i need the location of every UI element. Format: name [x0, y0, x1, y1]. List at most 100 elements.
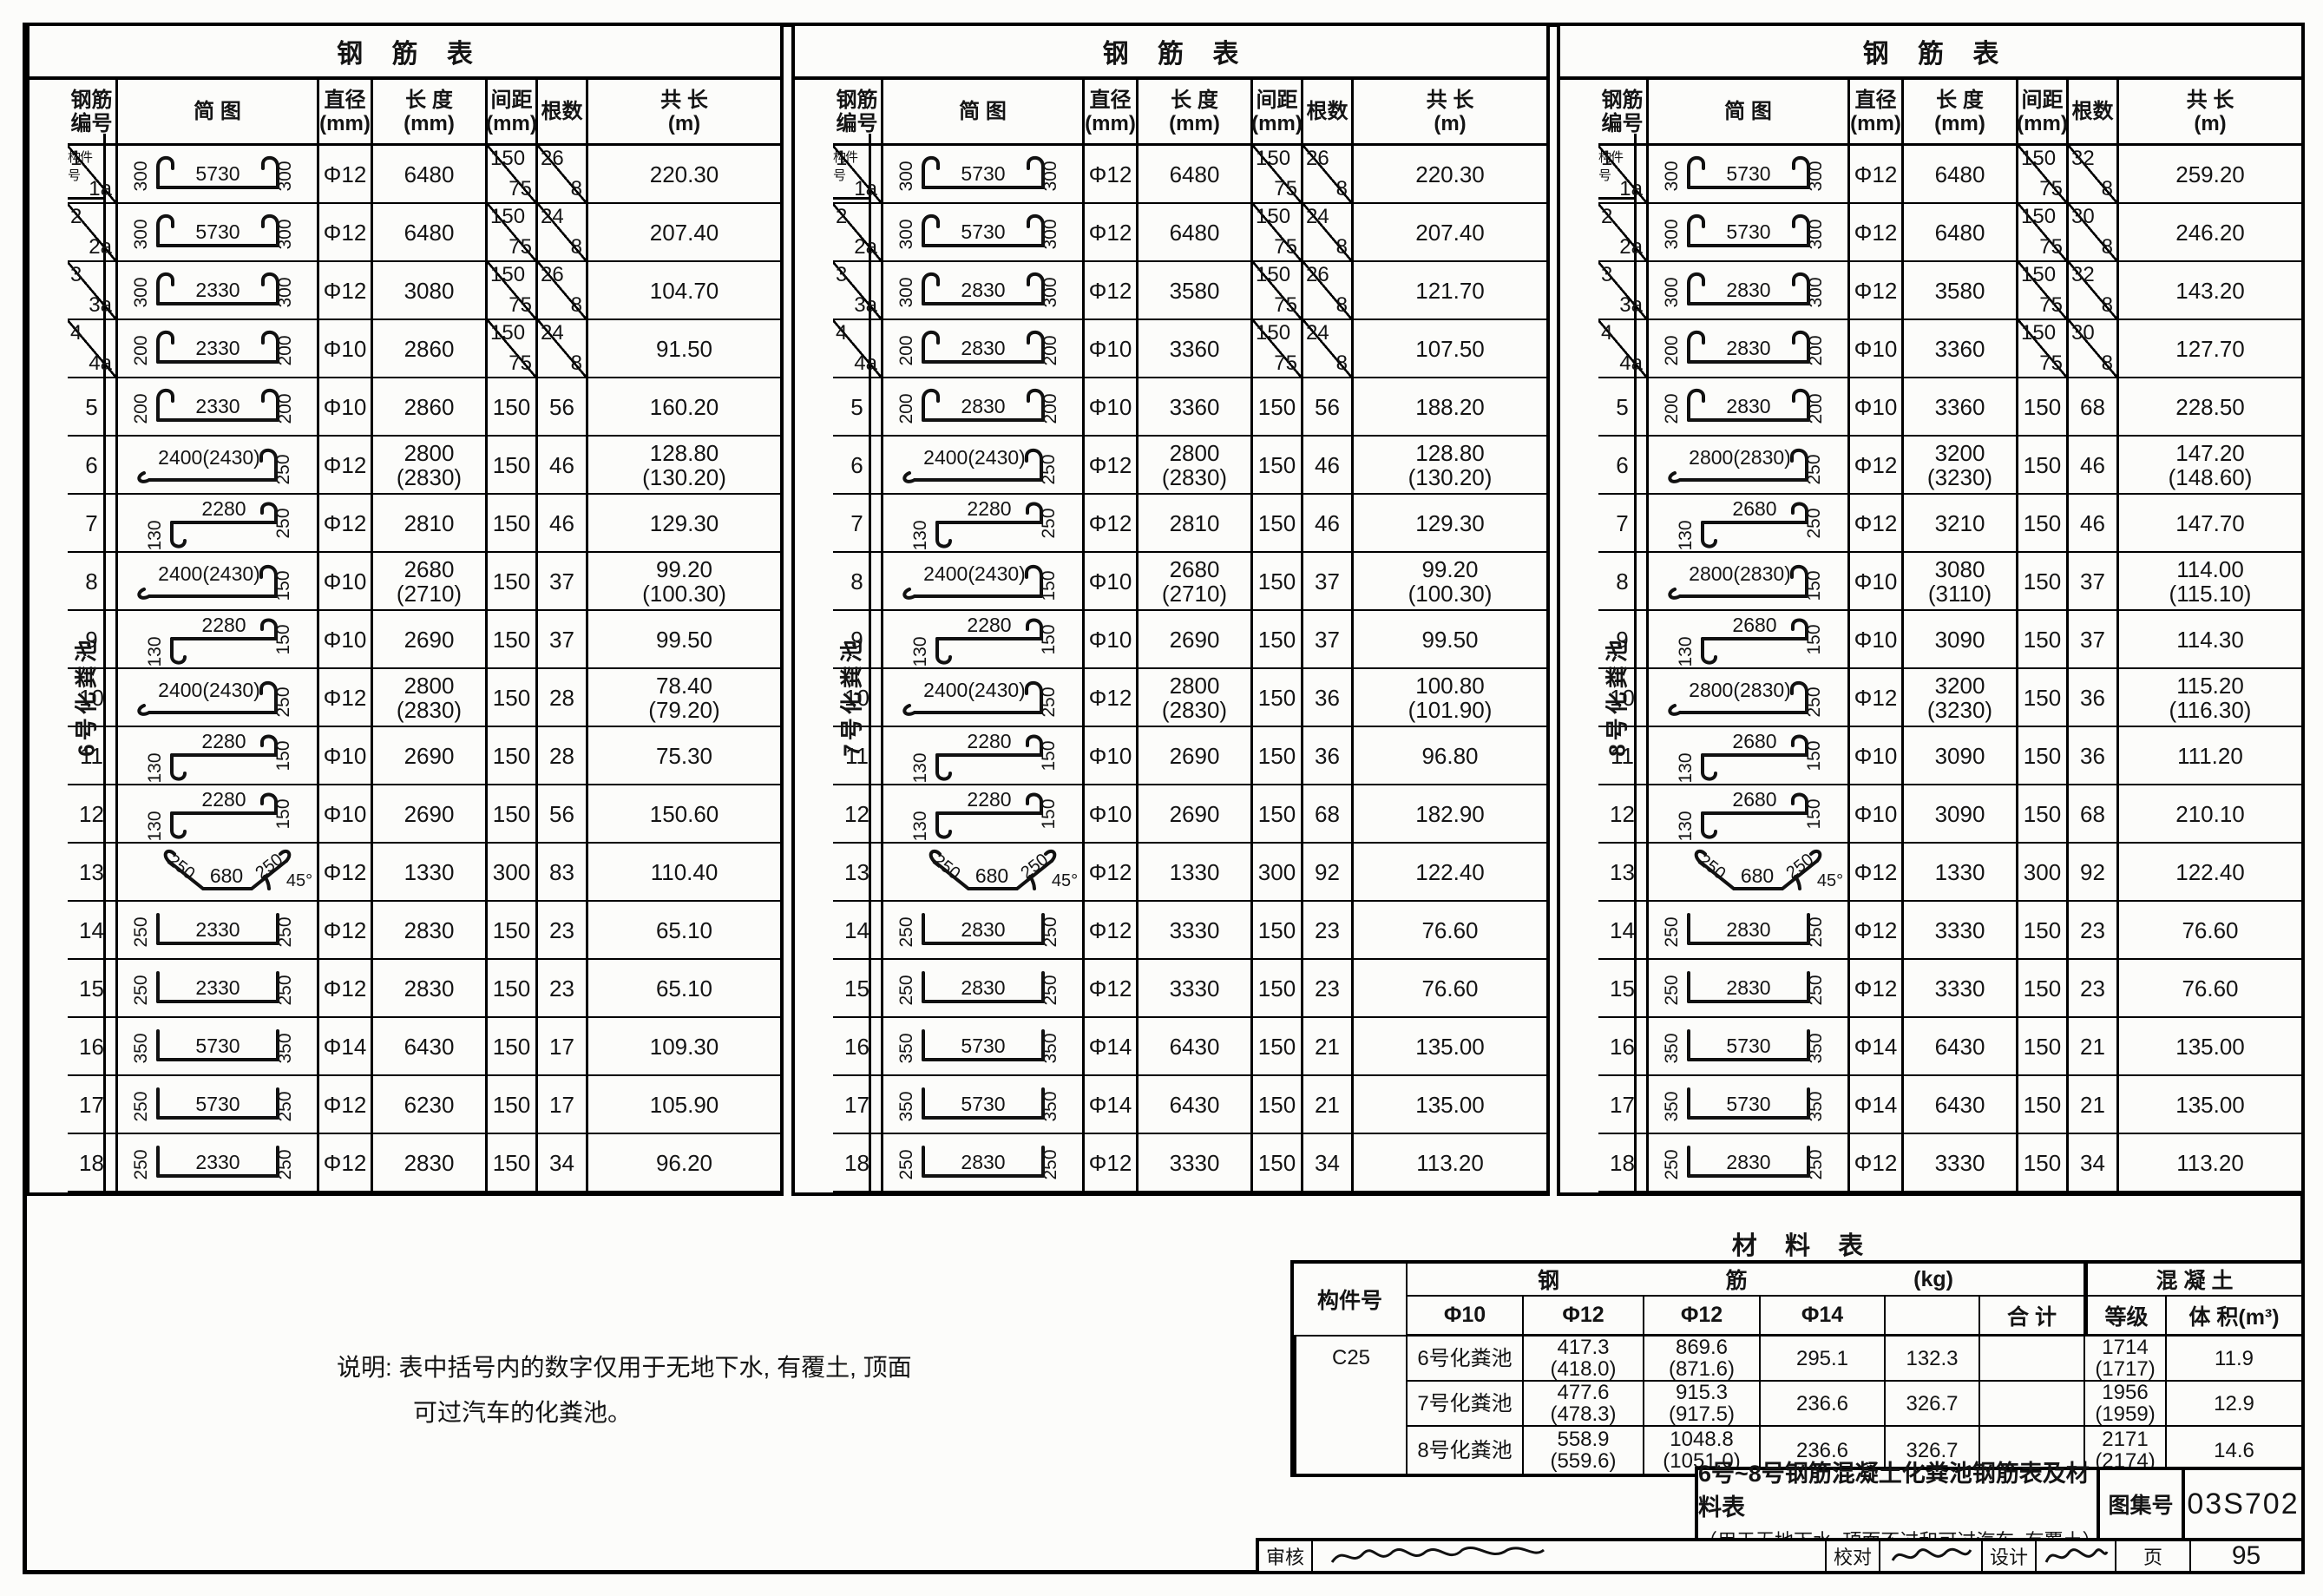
svg-text:250: 250: [131, 975, 151, 1005]
bar-diagram: 2280 130 150: [883, 727, 1085, 785]
svg-text:250: 250: [1806, 975, 1826, 1005]
svg-text:200: 200: [1806, 335, 1826, 365]
bar-length: 2690: [373, 611, 488, 669]
bar-length: 6430: [373, 1018, 488, 1076]
reviewer-signature: [1313, 1541, 1827, 1571]
bar-length: 2800 (2830): [1139, 437, 1253, 495]
svg-text:130: 130: [1676, 636, 1696, 667]
svg-text:2830: 2830: [1726, 1151, 1770, 1173]
svg-text:300: 300: [1040, 219, 1060, 249]
bar-count: 26 8: [538, 262, 588, 320]
bar-spacing: 150: [1253, 785, 1303, 844]
bar-count: 26 8: [1303, 146, 1354, 204]
bar-spacing: 150: [1253, 611, 1303, 669]
rebar-shape-l-hook: 2400(2430) 250: [902, 446, 1059, 484]
rebar-shape-z-hook: 2280 130 150: [145, 614, 293, 667]
bar-total-length: 129.30: [588, 495, 780, 553]
bar-diameter: Φ12: [1850, 495, 1904, 553]
table-title: 钢 筋 表: [795, 26, 1546, 80]
bar-length: 2810: [373, 495, 488, 553]
svg-text:2280: 2280: [967, 614, 1011, 636]
bar-spacing: 300: [488, 844, 538, 902]
bar-id: 8: [68, 553, 118, 611]
bar-total-length: 160.20: [588, 378, 780, 437]
svg-text:2330: 2330: [195, 395, 240, 417]
bar-spacing: 150 75: [488, 146, 538, 204]
svg-text:2330: 2330: [195, 976, 240, 999]
svg-text:150: 150: [1804, 798, 1824, 829]
svg-text:250: 250: [896, 916, 916, 947]
svg-text:5730: 5730: [961, 1093, 1005, 1115]
bar-diameter: Φ12: [319, 1134, 373, 1192]
bar-diameter: Φ10: [319, 785, 373, 844]
bar-count: 23: [1303, 902, 1354, 960]
bar-total-length: 259.20: [2119, 146, 2301, 204]
bar-spacing: 150: [2018, 495, 2069, 553]
bar-length: 3330: [1904, 902, 2018, 960]
bar-total-length: 104.70: [588, 262, 780, 320]
table-title: 钢 筋 表: [30, 26, 780, 80]
bar-length: 1330: [373, 844, 488, 902]
svg-text:350: 350: [1806, 1033, 1826, 1063]
svg-text:5730: 5730: [195, 1093, 240, 1115]
bar-length: 6430: [1904, 1076, 2018, 1134]
svg-text:130: 130: [1676, 520, 1696, 550]
bar-spacing: 150 75: [2018, 204, 2069, 262]
bar-count: 21: [1303, 1018, 1354, 1076]
bar-diagram: 680 250 250 45°: [1649, 844, 1850, 902]
bar-spacing: 150: [1253, 553, 1303, 611]
bar-diameter: Φ12: [319, 204, 373, 262]
svg-text:2830: 2830: [961, 918, 1005, 941]
bar-count: 24 8: [1303, 320, 1354, 378]
bar-diagram: 2830 200 200: [1649, 320, 1850, 378]
bar-length: 1330: [1904, 844, 2018, 902]
bar-length: 3330: [1139, 902, 1253, 960]
bar-spacing: 150 75: [2018, 262, 2069, 320]
svg-text:45°: 45°: [1051, 871, 1077, 890]
bar-length: 3330: [1139, 960, 1253, 1018]
svg-text:250: 250: [1040, 1149, 1060, 1179]
svg-text:300: 300: [896, 277, 916, 307]
bar-id: 7: [833, 495, 883, 553]
bar-length: 2810: [1139, 495, 1253, 553]
bar-id: 11: [1598, 727, 1649, 785]
svg-text:300: 300: [131, 219, 151, 249]
bar-length: 3360: [1139, 320, 1253, 378]
svg-text:2280: 2280: [967, 730, 1011, 752]
svg-text:2330: 2330: [195, 279, 240, 301]
bar-length: 6230: [373, 1076, 488, 1134]
bar-id: 3 3a: [68, 262, 118, 320]
bar-count: 83: [538, 844, 588, 902]
rebar-shape-u-hook: 5730 300 300: [1662, 213, 1826, 249]
column-header: 根数: [538, 80, 588, 146]
bar-diameter: Φ12: [1850, 844, 1904, 902]
bar-id: 5: [833, 378, 883, 437]
svg-text:200: 200: [896, 393, 916, 424]
bar-diameter: Φ12: [1085, 495, 1139, 553]
bar-count: 46: [2069, 495, 2119, 553]
bar-id: 5: [68, 378, 118, 437]
svg-text:130: 130: [1676, 752, 1696, 783]
bar-diameter: Φ12: [1850, 262, 1904, 320]
bar-id: 18: [1598, 1134, 1649, 1192]
rebar-shape-u-hook: 5730 300 300: [131, 155, 295, 191]
bar-spacing: 150: [488, 785, 538, 844]
bar-diagram: 5730 300 300: [118, 146, 319, 204]
signature-stroke: [1330, 1547, 1545, 1563]
bar-length: 6430: [1904, 1018, 2018, 1076]
bar-diameter: Φ12: [1085, 902, 1139, 960]
bar-diameter: Φ12: [1850, 437, 1904, 495]
bar-id: 14: [1598, 902, 1649, 960]
bar-id: 17: [68, 1076, 118, 1134]
svg-text:300: 300: [1806, 219, 1826, 249]
bar-total-length: 96.80: [1354, 727, 1546, 785]
svg-text:2830: 2830: [1726, 976, 1770, 999]
bar-total-length: 135.00: [2119, 1076, 2301, 1134]
bar-diagram: 2830 250 250: [1649, 902, 1850, 960]
svg-text:2400(2430): 2400(2430): [923, 562, 1026, 585]
bar-id: 8: [833, 553, 883, 611]
svg-text:250: 250: [273, 454, 293, 484]
bar-id: 2 2a: [1598, 204, 1649, 262]
svg-text:150: 150: [1804, 570, 1824, 601]
